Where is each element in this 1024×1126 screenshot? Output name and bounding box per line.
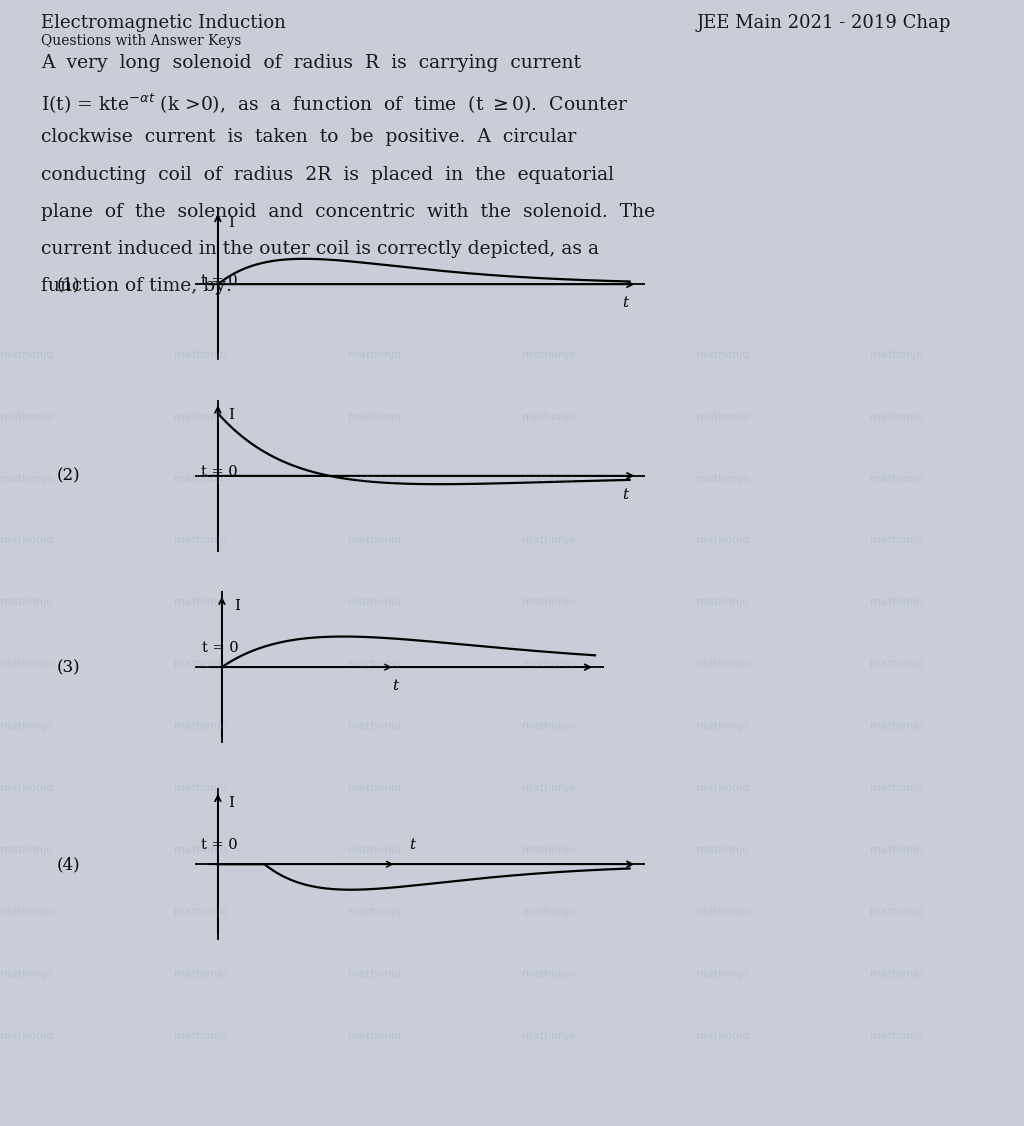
Text: mathonjo: mathonjo xyxy=(696,846,750,855)
Text: mathonjo: mathonjo xyxy=(174,660,227,669)
Text: mathonjo: mathonjo xyxy=(174,350,227,359)
Text: (1): (1) xyxy=(56,276,80,294)
Text: mathonjo: mathonjo xyxy=(522,536,575,545)
Text: mathonjo: mathonjo xyxy=(696,660,750,669)
Text: mathonjo: mathonjo xyxy=(174,908,227,917)
Text: mathonjo: mathonjo xyxy=(522,908,575,917)
Text: mathonjo: mathonjo xyxy=(348,908,401,917)
Text: mathonjo: mathonjo xyxy=(696,536,750,545)
Text: mathonjo: mathonjo xyxy=(0,350,53,359)
Text: mathonjo: mathonjo xyxy=(174,474,227,483)
Text: current induced in the outer coil is correctly depicted, as a: current induced in the outer coil is cor… xyxy=(41,240,599,258)
Text: mathonjo: mathonjo xyxy=(522,412,575,421)
Text: mathonjo: mathonjo xyxy=(522,846,575,855)
Text: I(t) = kte$^{-\alpha t}$ (k >0),  as  a  function  of  time  (t $\geq$0).  Count: I(t) = kte$^{-\alpha t}$ (k >0), as a fu… xyxy=(41,91,628,116)
Text: t = 0: t = 0 xyxy=(201,465,238,479)
Text: mathonjo: mathonjo xyxy=(696,1031,750,1040)
Text: mathonjo: mathonjo xyxy=(0,660,53,669)
Text: mathonjo: mathonjo xyxy=(0,908,53,917)
Text: t: t xyxy=(392,679,398,694)
Text: mathonjo: mathonjo xyxy=(348,474,401,483)
Text: mathonjo: mathonjo xyxy=(348,846,401,855)
Text: mathonjo: mathonjo xyxy=(696,784,750,793)
Text: mathonjo: mathonjo xyxy=(522,598,575,607)
Text: mathonjo: mathonjo xyxy=(174,1031,227,1040)
Text: mathonjo: mathonjo xyxy=(870,350,924,359)
Text: mathonjo: mathonjo xyxy=(348,784,401,793)
Text: mathonjo: mathonjo xyxy=(0,846,53,855)
Text: mathonjo: mathonjo xyxy=(348,350,401,359)
Text: mathonjo: mathonjo xyxy=(0,474,53,483)
Text: I: I xyxy=(228,216,233,230)
Text: (2): (2) xyxy=(56,467,80,485)
Text: clockwise  current  is  taken  to  be  positive.  A  circular: clockwise current is taken to be positiv… xyxy=(41,128,577,146)
Text: mathonjo: mathonjo xyxy=(0,598,53,607)
Text: function of time, by:: function of time, by: xyxy=(41,277,232,295)
Text: Electromagnetic Induction: Electromagnetic Induction xyxy=(41,14,286,32)
Text: Questions with Answer Keys: Questions with Answer Keys xyxy=(41,34,242,47)
Text: (4): (4) xyxy=(56,856,80,874)
Text: mathonjo: mathonjo xyxy=(174,722,227,731)
Text: (3): (3) xyxy=(56,659,80,677)
Text: A  very  long  solenoid  of  radius  R  is  carrying  current: A very long solenoid of radius R is carr… xyxy=(41,54,581,72)
Text: mathonjo: mathonjo xyxy=(696,412,750,421)
Text: mathonjo: mathonjo xyxy=(0,722,53,731)
Text: t: t xyxy=(623,488,629,502)
Text: mathonjo: mathonjo xyxy=(870,474,924,483)
Text: mathonjo: mathonjo xyxy=(870,536,924,545)
Text: t: t xyxy=(623,296,629,311)
Text: mathonjo: mathonjo xyxy=(0,412,53,421)
Text: mathonjo: mathonjo xyxy=(696,474,750,483)
Text: mathonjo: mathonjo xyxy=(696,722,750,731)
Text: mathonjo: mathonjo xyxy=(174,412,227,421)
Text: mathonjo: mathonjo xyxy=(870,660,924,669)
Text: mathonjo: mathonjo xyxy=(870,784,924,793)
Text: mathonjo: mathonjo xyxy=(348,660,401,669)
Text: mathonjo: mathonjo xyxy=(174,536,227,545)
Text: mathonjo: mathonjo xyxy=(522,722,575,731)
Text: mathonjo: mathonjo xyxy=(870,969,924,978)
Text: mathonjo: mathonjo xyxy=(348,412,401,421)
Text: mathonjo: mathonjo xyxy=(0,536,53,545)
Text: conducting  coil  of  radius  2R  is  placed  in  the  equatorial: conducting coil of radius 2R is placed i… xyxy=(41,166,614,184)
Text: t: t xyxy=(409,838,415,852)
Text: mathonjo: mathonjo xyxy=(870,598,924,607)
Text: JEE Main 2021 - 2019 Chap: JEE Main 2021 - 2019 Chap xyxy=(696,14,950,32)
Text: t = 0: t = 0 xyxy=(201,274,238,287)
Text: mathonjo: mathonjo xyxy=(522,474,575,483)
Text: mathonjo: mathonjo xyxy=(870,412,924,421)
Text: mathonjo: mathonjo xyxy=(870,1031,924,1040)
Text: I: I xyxy=(233,599,240,613)
Text: mathonjo: mathonjo xyxy=(696,598,750,607)
Text: mathonjo: mathonjo xyxy=(522,969,575,978)
Text: t = 0: t = 0 xyxy=(201,838,238,852)
Text: mathonjo: mathonjo xyxy=(348,598,401,607)
Text: I: I xyxy=(228,796,233,810)
Text: mathonjo: mathonjo xyxy=(870,846,924,855)
Text: I: I xyxy=(228,408,233,421)
Text: mathonjo: mathonjo xyxy=(174,969,227,978)
Text: mathonjo: mathonjo xyxy=(696,969,750,978)
Text: mathonjo: mathonjo xyxy=(870,722,924,731)
Text: mathonjo: mathonjo xyxy=(348,536,401,545)
Text: mathonjo: mathonjo xyxy=(0,784,53,793)
Text: mathonjo: mathonjo xyxy=(696,908,750,917)
Text: mathonjo: mathonjo xyxy=(0,969,53,978)
Text: mathonjo: mathonjo xyxy=(522,1031,575,1040)
Text: mathonjo: mathonjo xyxy=(348,722,401,731)
Text: mathonjo: mathonjo xyxy=(870,908,924,917)
Text: mathonjo: mathonjo xyxy=(174,598,227,607)
Text: mathonjo: mathonjo xyxy=(348,1031,401,1040)
Text: mathonjo: mathonjo xyxy=(174,784,227,793)
Text: mathonjo: mathonjo xyxy=(696,350,750,359)
Text: plane  of  the  solenoid  and  concentric  with  the  solenoid.  The: plane of the solenoid and concentric wit… xyxy=(41,203,655,221)
Text: mathonjo: mathonjo xyxy=(348,969,401,978)
Text: mathonjo: mathonjo xyxy=(522,784,575,793)
Text: t = 0: t = 0 xyxy=(202,641,239,655)
Text: mathonjo: mathonjo xyxy=(0,1031,53,1040)
Text: mathonjo: mathonjo xyxy=(174,846,227,855)
Text: mathonjo: mathonjo xyxy=(522,350,575,359)
Text: mathonjo: mathonjo xyxy=(522,660,575,669)
